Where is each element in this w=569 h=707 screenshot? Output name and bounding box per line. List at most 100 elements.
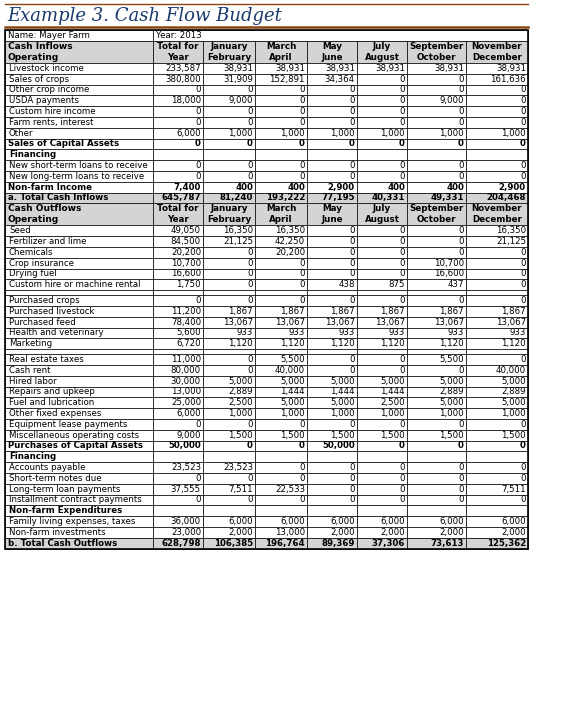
Bar	[203, 85, 255, 95]
Bar	[5, 182, 153, 192]
Text: 0: 0	[399, 496, 405, 505]
Text: 5,600: 5,600	[176, 329, 201, 337]
Text: 11,200: 11,200	[171, 307, 201, 316]
Text: 2,900: 2,900	[328, 182, 355, 192]
Text: 21,125: 21,125	[223, 237, 253, 246]
Bar	[5, 506, 153, 516]
Text: 0: 0	[196, 86, 201, 95]
Bar	[153, 306, 203, 317]
Bar	[357, 85, 407, 95]
Bar	[357, 408, 407, 419]
Bar	[357, 538, 407, 549]
Bar	[407, 296, 466, 306]
Bar	[203, 74, 255, 85]
Text: 1,444: 1,444	[380, 387, 405, 397]
Bar	[255, 484, 307, 495]
Bar	[407, 269, 466, 279]
Text: 0: 0	[459, 172, 464, 181]
Bar	[307, 63, 357, 74]
Bar	[466, 354, 528, 365]
Text: April: April	[269, 216, 293, 224]
Bar	[203, 160, 255, 171]
Text: 0: 0	[399, 226, 405, 235]
Text: 0: 0	[459, 86, 464, 95]
Text: 0: 0	[399, 485, 405, 493]
Bar	[255, 473, 307, 484]
Bar	[153, 192, 203, 204]
Text: Total for: Total for	[157, 42, 199, 51]
Text: 6,000: 6,000	[176, 129, 201, 138]
Bar	[153, 527, 203, 538]
Text: 233,587: 233,587	[166, 64, 201, 73]
Bar	[466, 339, 528, 349]
Bar	[255, 462, 307, 473]
Text: 0: 0	[349, 259, 355, 268]
Text: 1,867: 1,867	[501, 307, 526, 316]
Bar	[466, 85, 528, 95]
Bar	[5, 397, 153, 408]
Text: 933: 933	[389, 329, 405, 337]
Bar	[203, 349, 255, 354]
Bar	[466, 317, 528, 327]
Text: 25,000: 25,000	[171, 398, 201, 407]
Bar	[153, 365, 203, 376]
Bar	[307, 327, 357, 339]
Bar	[407, 408, 466, 419]
Text: 0: 0	[459, 496, 464, 505]
Bar	[357, 95, 407, 106]
Text: Purchases of Capital Assets: Purchases of Capital Assets	[8, 441, 143, 450]
Text: 933: 933	[288, 329, 305, 337]
Text: 1,444: 1,444	[281, 387, 305, 397]
Text: 400: 400	[235, 182, 253, 192]
Bar	[153, 349, 203, 354]
Bar	[307, 41, 357, 63]
Text: 0: 0	[299, 139, 305, 148]
Text: 0: 0	[459, 161, 464, 170]
Bar	[407, 85, 466, 95]
Bar	[407, 376, 466, 387]
Bar	[466, 247, 528, 258]
Bar	[153, 258, 203, 269]
Text: 0: 0	[458, 441, 464, 450]
Text: Fuel and lubrication: Fuel and lubrication	[9, 398, 94, 407]
Bar	[307, 106, 357, 117]
Bar	[307, 160, 357, 171]
Text: 23,000: 23,000	[171, 528, 201, 537]
Text: 0: 0	[399, 161, 405, 170]
Bar	[407, 387, 466, 397]
Text: 1,867: 1,867	[331, 307, 355, 316]
Bar	[203, 419, 255, 430]
Text: 1,500: 1,500	[228, 431, 253, 440]
Bar	[357, 204, 407, 226]
Bar	[357, 63, 407, 74]
Text: 0: 0	[195, 139, 201, 148]
Text: 152,891: 152,891	[270, 75, 305, 83]
Text: 13,067: 13,067	[223, 317, 253, 327]
Text: 933: 933	[237, 329, 253, 337]
Bar	[153, 226, 203, 236]
Bar	[255, 349, 307, 354]
Bar	[407, 495, 466, 506]
Text: Other fixed expenses: Other fixed expenses	[9, 409, 101, 418]
Bar	[153, 440, 203, 451]
Text: Short-term notes due: Short-term notes due	[9, 474, 102, 483]
Text: 0: 0	[299, 86, 305, 95]
Bar	[307, 95, 357, 106]
Text: 81,240: 81,240	[220, 194, 253, 202]
Text: 0: 0	[248, 496, 253, 505]
Text: 1,120: 1,120	[281, 339, 305, 349]
Bar	[357, 349, 407, 354]
Text: Purchased feed: Purchased feed	[9, 317, 76, 327]
Text: 38,931: 38,931	[375, 64, 405, 73]
Text: 6,000: 6,000	[501, 517, 526, 526]
Text: 0: 0	[349, 420, 355, 429]
Bar	[307, 117, 357, 128]
Text: Operating: Operating	[8, 53, 59, 62]
Bar	[153, 269, 203, 279]
Bar	[203, 41, 255, 63]
Bar	[357, 296, 407, 306]
Text: 0: 0	[349, 463, 355, 472]
Bar	[307, 279, 357, 290]
Bar	[407, 317, 466, 327]
Bar	[5, 279, 153, 290]
